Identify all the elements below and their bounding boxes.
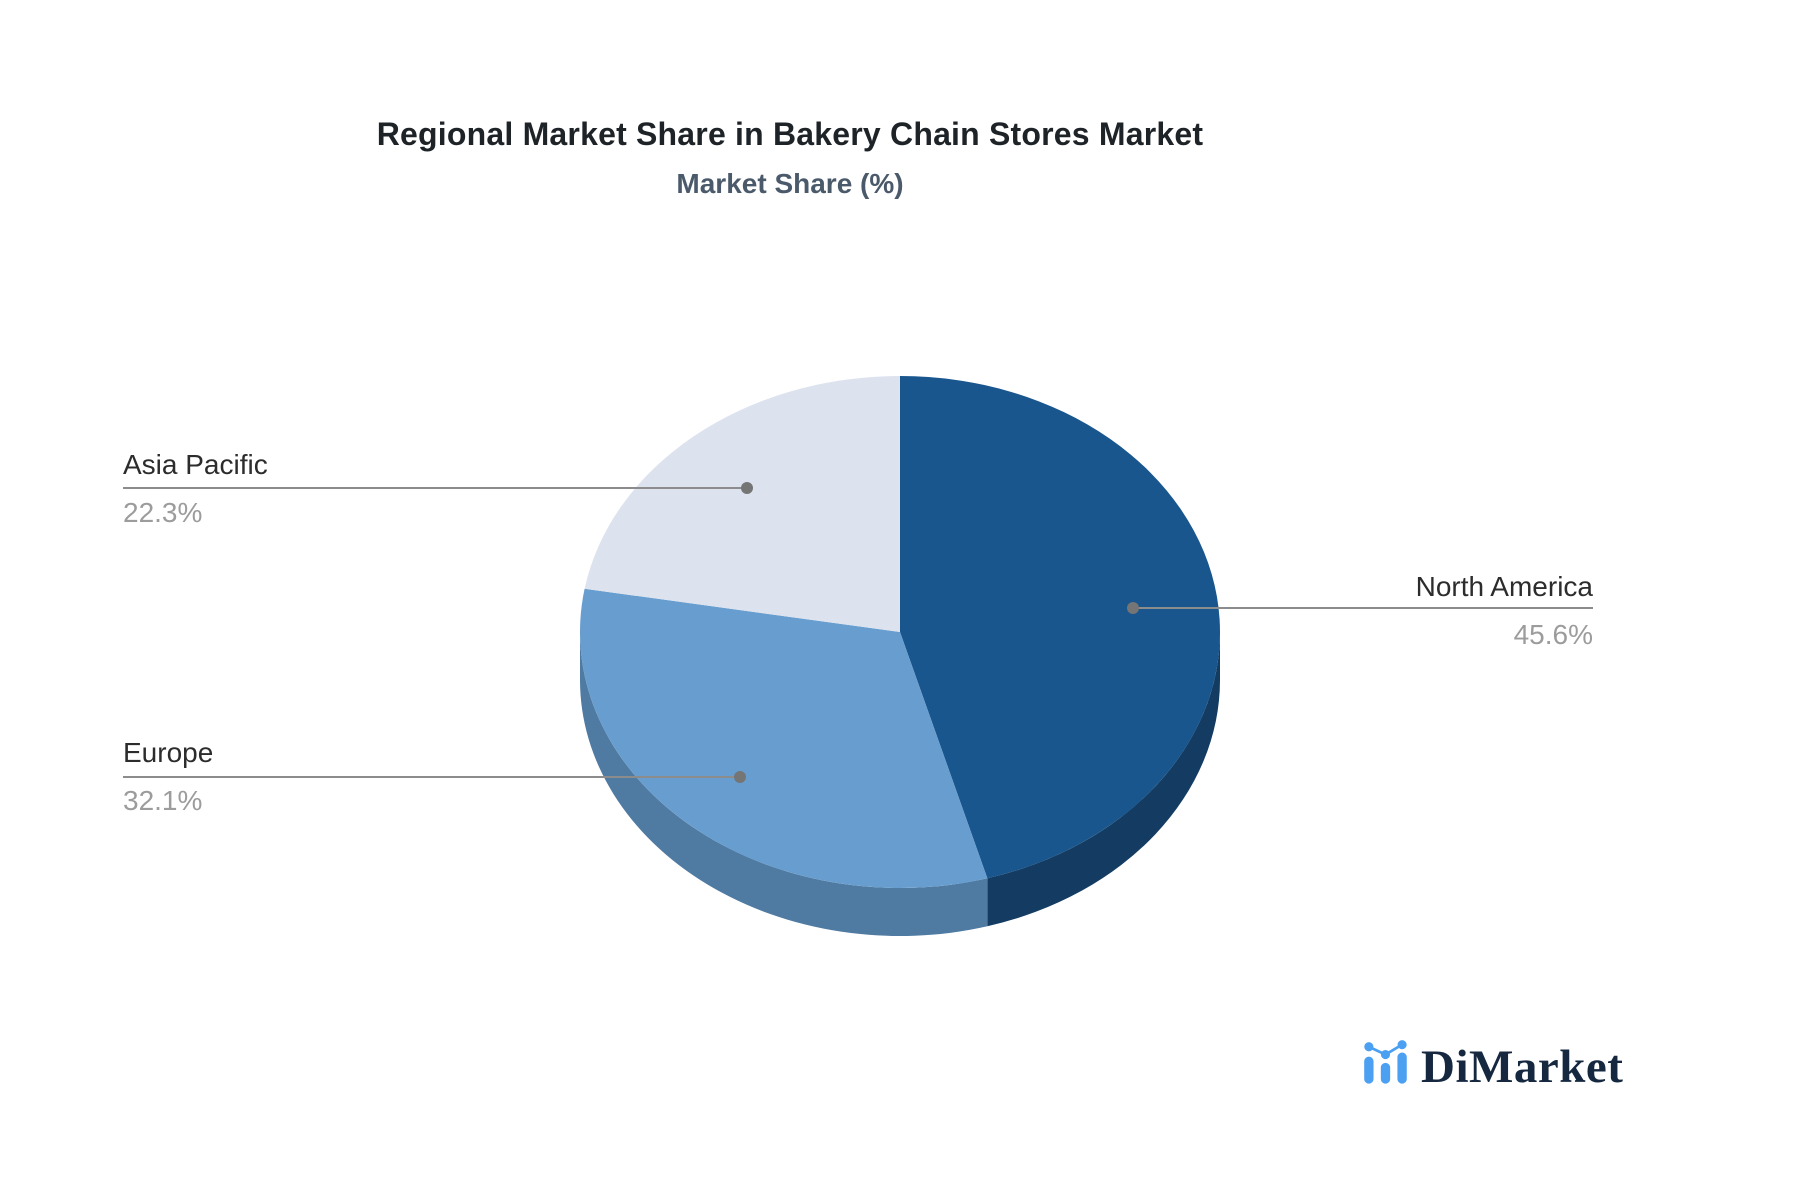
dimarket-logo-text: DiMarket [1421, 1041, 1624, 1093]
slice-percent: 32.1% [123, 785, 203, 816]
pie-slice-asia-pacific [584, 376, 900, 632]
bar-line-chart-icon [1364, 1040, 1407, 1084]
pie-side-europe [580, 632, 988, 937]
slice-name: Europe [123, 737, 214, 768]
chart-title: Regional Market Share in Bakery Chain St… [376, 116, 1204, 152]
dimarket-logo: DiMarket [1362, 1040, 1623, 1094]
leader-dot-asia-pacific [741, 482, 753, 494]
pie-slice-north-america [900, 376, 1221, 879]
leader-dot-north-america [1127, 602, 1139, 614]
chart-subtitle: Market Share (%) [676, 168, 904, 199]
slice-percent: 45.6% [1513, 619, 1593, 650]
label-north-america: North America 45.6% [1416, 572, 1593, 650]
slice-percent: 22.3% [123, 497, 203, 528]
slice-name: Asia Pacific [123, 449, 268, 480]
slice-name: North America [1415, 571, 1593, 602]
pie-slice-europe [580, 588, 988, 889]
label-europe: Europe 32.1% [123, 738, 213, 816]
label-asia-pacific: Asia Pacific 22.3% [123, 450, 268, 528]
leader-dot-europe [734, 771, 746, 783]
pie-side-north-america [987, 632, 1220, 927]
